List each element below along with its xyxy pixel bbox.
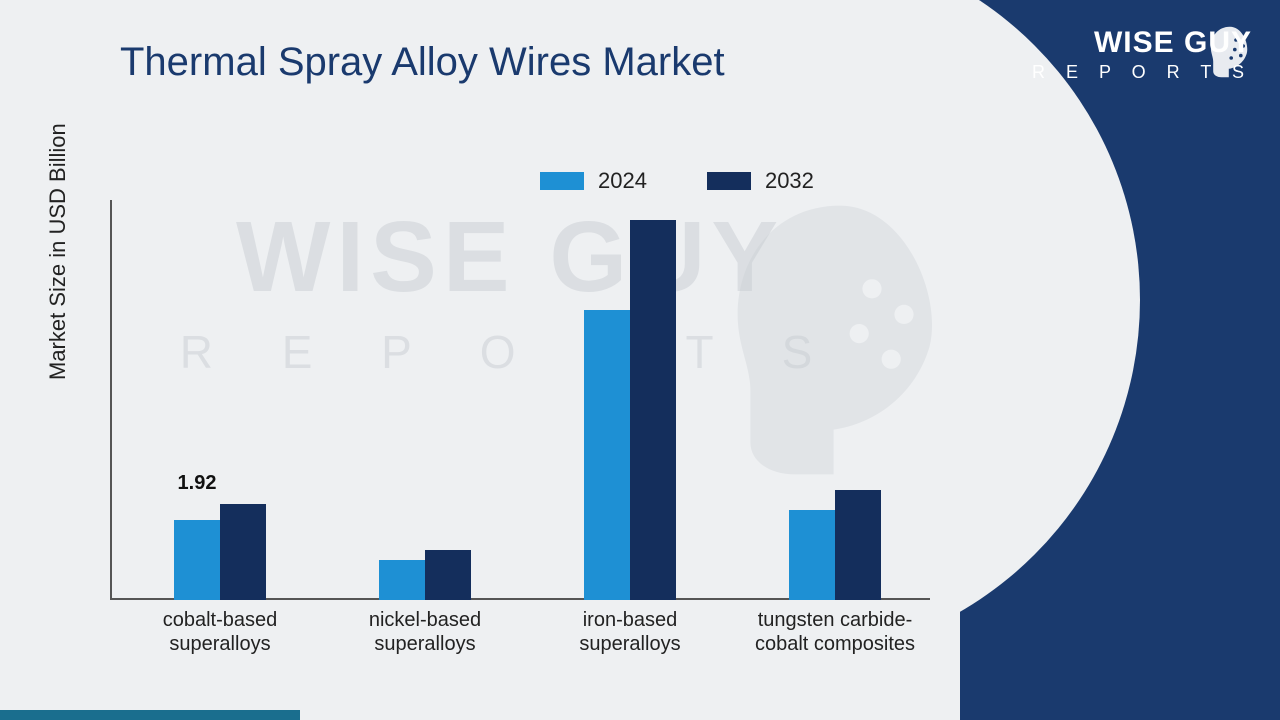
legend-swatch-2032 (707, 172, 751, 190)
y-axis-label: Market Size in USD Billion (45, 123, 71, 380)
bar-2024 (379, 560, 425, 600)
value-label: 1.92 (178, 472, 217, 495)
category-label: cobalt-based superalloys (125, 608, 315, 656)
plot-area: cobalt-based superalloys1.92nickel-based… (110, 200, 930, 600)
legend-item-2024: 2024 (540, 168, 647, 194)
legend: 2024 2032 (540, 168, 814, 194)
bar-2024 (584, 310, 630, 600)
chart-canvas: WISE GUY R E P O R T S Thermal Spray All… (0, 0, 1280, 720)
brand-logo: WISE GUY R E P O R T S (1032, 26, 1252, 83)
category-label: tungsten carbide-cobalt composites (740, 608, 930, 656)
bar-2032 (220, 504, 266, 600)
bar-2032 (835, 490, 881, 600)
bar-2024 (174, 520, 220, 600)
brand-line1: WISE GUY (1032, 26, 1252, 60)
legend-label-2032: 2032 (765, 168, 814, 194)
chart-title: Thermal Spray Alloy Wires Market (120, 40, 725, 85)
bar-2032 (425, 550, 471, 600)
category-label: nickel-based superalloys (330, 608, 520, 656)
legend-label-2024: 2024 (598, 168, 647, 194)
bar-2024 (789, 510, 835, 600)
legend-swatch-2024 (540, 172, 584, 190)
category-label: iron-based superalloys (535, 608, 725, 656)
bottom-accent-bar (0, 710, 300, 720)
brand-line2: R E P O R T S (1032, 62, 1252, 83)
y-axis-line (110, 200, 112, 600)
legend-item-2032: 2032 (707, 168, 814, 194)
bar-2032 (630, 220, 676, 600)
